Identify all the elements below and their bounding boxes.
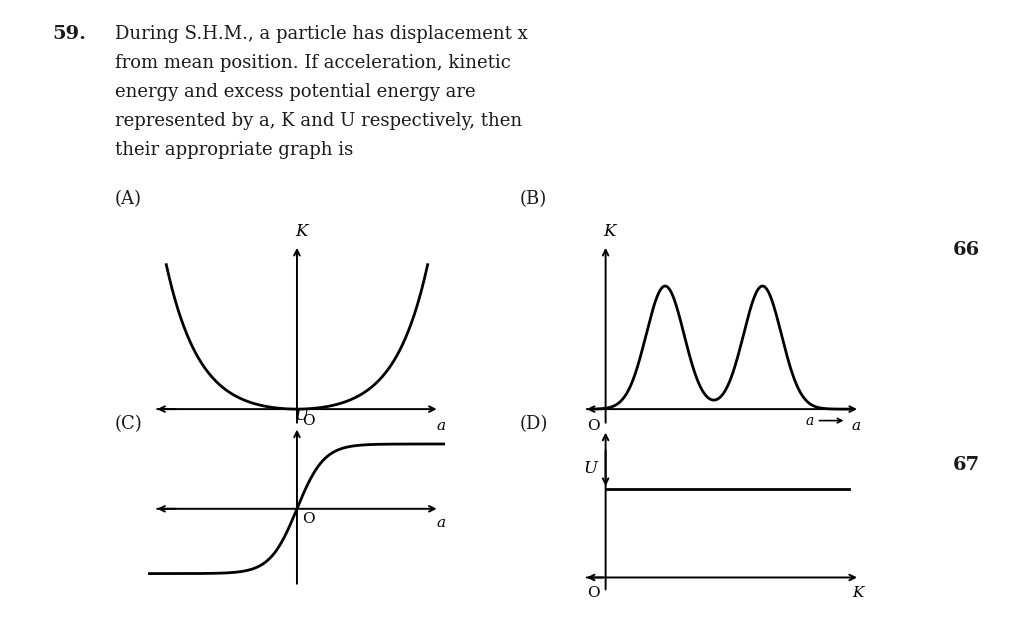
Text: (D): (D): [520, 415, 549, 433]
Text: from mean position. If acceleration, kinetic: from mean position. If acceleration, kin…: [115, 54, 511, 72]
Text: a: a: [806, 413, 814, 428]
Text: their appropriate graph is: their appropriate graph is: [115, 141, 353, 159]
Text: U: U: [294, 407, 308, 424]
Text: represented by a, K and U respectively, then: represented by a, K and U respectively, …: [115, 112, 522, 130]
Text: (B): (B): [520, 190, 547, 208]
Text: 67: 67: [953, 456, 980, 474]
Text: (C): (C): [115, 415, 142, 433]
Text: O: O: [588, 419, 600, 433]
Text: During S.H.M., a particle has displacement x: During S.H.M., a particle has displaceme…: [115, 25, 527, 43]
Text: 66: 66: [952, 241, 980, 259]
Text: U: U: [584, 460, 597, 477]
Text: K: K: [603, 223, 615, 240]
Text: a: a: [436, 516, 445, 530]
Text: O: O: [302, 512, 314, 526]
Text: a: a: [436, 419, 445, 433]
Text: K: K: [295, 223, 307, 240]
Text: O: O: [302, 414, 314, 428]
Text: 59.: 59.: [52, 25, 86, 43]
Text: a: a: [852, 419, 861, 433]
Text: O: O: [588, 586, 600, 600]
Text: (A): (A): [115, 190, 142, 208]
Text: K: K: [852, 586, 863, 600]
Text: energy and excess potential energy are: energy and excess potential energy are: [115, 83, 475, 101]
